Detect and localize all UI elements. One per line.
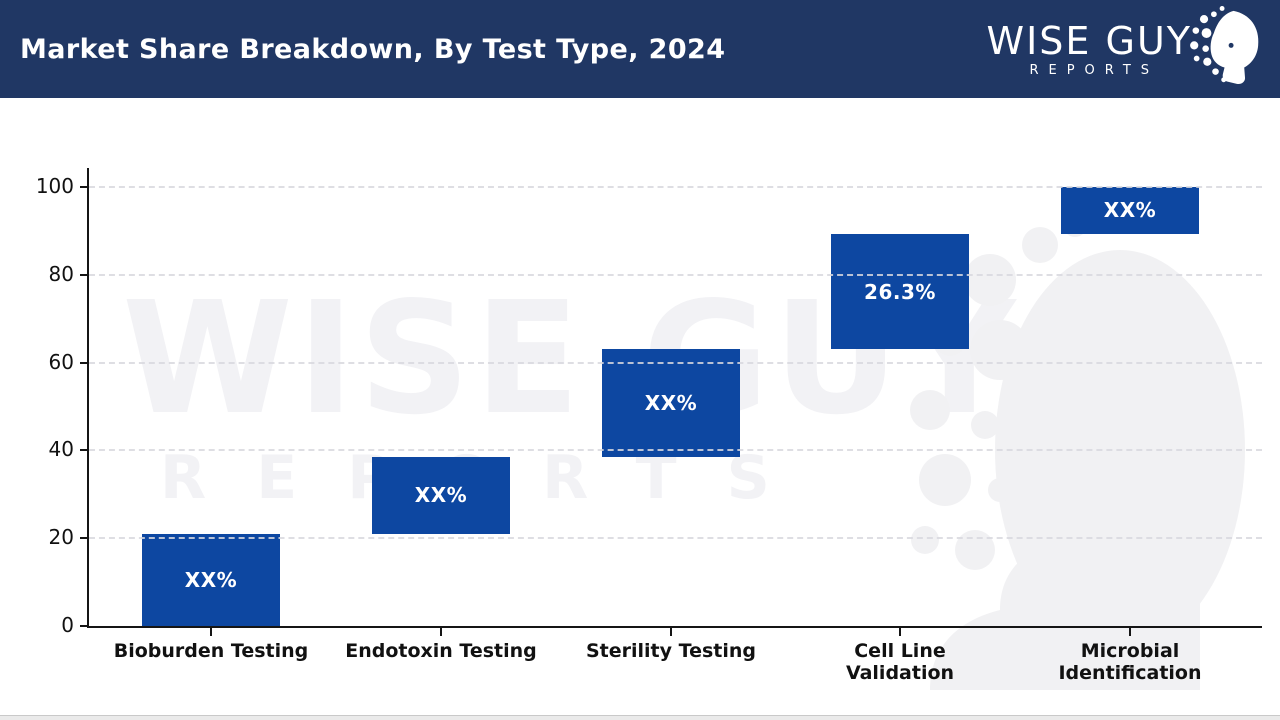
- x-axis-category-label-line: Bioburden Testing: [113, 640, 309, 662]
- bar-value-label: XX%: [1103, 198, 1157, 223]
- y-axis-line: [87, 168, 89, 628]
- gridline: [89, 186, 1262, 188]
- brand-head-icon: [1186, 4, 1268, 94]
- x-axis-category-label: Sterility Testing: [551, 640, 791, 662]
- header-bar: Market Share Breakdown, By Test Type, 20…: [0, 0, 1280, 98]
- bar-value-label: XX%: [184, 567, 238, 592]
- x-axis-category-label-line: Identification: [1058, 662, 1202, 684]
- bottom-border-strip: [0, 715, 1280, 720]
- bar-segment: XX%: [602, 349, 740, 457]
- gridline: [89, 537, 1262, 540]
- bar-segment: XX%: [142, 533, 280, 626]
- x-axis-category-label-line: Sterility Testing: [586, 640, 756, 662]
- y-axis-tick-label: 100: [35, 174, 74, 198]
- bar-value-label: XX%: [644, 391, 698, 416]
- y-axis-tick-label: 0: [61, 613, 74, 637]
- brand-name: WISE GUY: [986, 19, 1192, 63]
- x-axis-tick-mark: [210, 628, 212, 636]
- x-axis-category-label-line: Validation: [845, 662, 955, 684]
- page-title: Market Share Breakdown, By Test Type, 20…: [20, 33, 726, 65]
- y-axis-tick-label: 60: [48, 349, 74, 374]
- x-axis-line: [87, 626, 1262, 628]
- y-axis-tick-mark: [80, 361, 88, 364]
- gridline: [89, 273, 1262, 276]
- x-axis-tick-mark: [899, 628, 901, 636]
- y-axis-tick-mark: [80, 273, 88, 276]
- x-axis-category-label: Cell Line Validation: [780, 640, 1020, 684]
- x-axis-category-label-line: Endotoxin Testing: [345, 640, 537, 662]
- y-axis-tick-mark: [80, 186, 88, 188]
- bar-segment: 26.3%: [831, 233, 969, 350]
- bar-segment: XX%: [1061, 187, 1199, 234]
- bar-segment: XX%: [372, 456, 510, 534]
- x-axis-tick-mark: [440, 628, 442, 636]
- x-axis-category-label-line: Cell Line: [854, 640, 946, 662]
- y-axis-tick-mark: [80, 625, 88, 627]
- y-axis-tick-label: 20: [48, 525, 74, 550]
- gridline: [89, 361, 1262, 364]
- brand-subname: REPORTS: [1029, 63, 1160, 78]
- x-axis-tick-mark: [670, 628, 672, 636]
- y-axis-tick-mark: [80, 537, 88, 540]
- bar-value-label: XX%: [414, 483, 468, 508]
- brand-logo: WISE GUY REPORTS: [987, 4, 1268, 94]
- x-axis-tick-mark: [1129, 628, 1131, 636]
- brand-logo-text: WISE GUY REPORTS: [987, 20, 1192, 78]
- gridline: [89, 449, 1262, 452]
- x-axis-category-label-line: Microbial: [1080, 640, 1180, 662]
- x-axis-category-label: Bioburden Testing: [91, 640, 331, 662]
- y-axis-tick-label: 80: [48, 261, 74, 286]
- y-axis-tick-label: 40: [48, 437, 74, 462]
- x-axis-category-label: Microbial Identification: [1010, 640, 1250, 684]
- x-axis-category-label: Endotoxin Testing: [321, 640, 561, 662]
- y-axis-tick-mark: [80, 449, 88, 452]
- bar-value-label: 26.3%: [864, 279, 936, 304]
